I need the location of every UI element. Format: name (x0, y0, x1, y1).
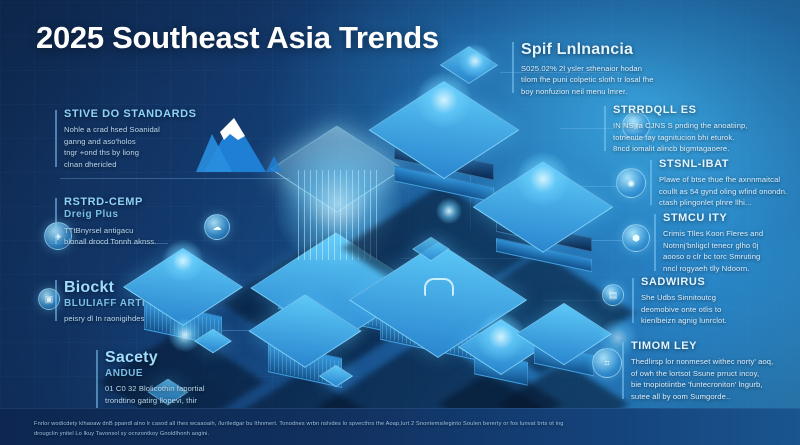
connector-line (560, 186, 622, 187)
accent-bar (604, 106, 606, 151)
footer-strip (0, 408, 800, 445)
right-block-2-line-1: coullt as 54 gynd oling wfind onondn. (659, 186, 788, 196)
accent-bar (622, 342, 624, 399)
right-block-5[interactable]: TIMOM LEY Thedlirsp lor nonmeset withec … (622, 340, 790, 403)
left-block-2-line-0: peisry dl In raonigihdes (64, 314, 145, 324)
left-block-3-line-0: 01 C0 32 Blolicothin faportial (105, 384, 205, 394)
mountain-icon (196, 118, 282, 172)
right-block-5-line-3: sutee all by oom Sumgorde.. (631, 392, 731, 401)
right-block-5-line-2: bie tnopiotiintbe 'funtecroniton' lngurb… (631, 380, 763, 390)
right-block-0[interactable]: Spif Lnlnancia S025.02% 2l ysler sthenai… (512, 40, 684, 97)
right-block-1-heading: STRRDQLL ES (613, 104, 697, 116)
accent-bar (96, 350, 98, 414)
footer-text: Fnrlor wodicdety klhaoaw dnB ppandl alno… (34, 420, 774, 439)
left-block-0-line-2: tngr +ond ths by liong (64, 148, 140, 158)
right-block-5-line-0: Thedlirsp lor nonmeset withec norty' aoq… (631, 357, 774, 367)
accent-bar (632, 278, 634, 323)
accent-bar (55, 110, 57, 167)
right-block-0-line-2: boy nonfuzion neil menu lmrer. (521, 86, 628, 96)
left-block-2[interactable]: Biockt BLULIAFF ARTI peisry dl In raonig… (55, 278, 210, 325)
right-block-4-line-2: kienlbeizn agnig lunrclot. (641, 316, 727, 326)
right-block-0-line-1: tilom fhe puni colpetic sloth tr losal f… (521, 75, 654, 85)
right-block-3-line-0: Crimis Tlles Koon Fleres and (663, 229, 764, 239)
left-block-1-line-0: TTtBnyrsel antigacu (64, 225, 134, 235)
right-block-4-line-0: She Udbs Sinnitoutcg (641, 293, 717, 303)
right-block-2[interactable]: STSNL-IBAT Plawe of btse thue fhe axnnma… (650, 158, 792, 209)
right-block-4-line-1: deomobive onte otlis to (641, 304, 722, 314)
accent-bar (55, 198, 57, 244)
left-block-2-subheading: BLULIAFF ARTI (64, 297, 146, 309)
left-block-3-subheading: ANDUE (105, 367, 144, 379)
accent-bar (654, 214, 656, 271)
footer-line-2: drougclin ynitel Lo lkuy Tavonsol sy ocn… (34, 430, 210, 437)
globe-icon: ◉ (616, 168, 646, 198)
left-block-0[interactable]: STIVE DO STANDARDS Nohle a crad hsed Soa… (55, 108, 205, 171)
right-block-1-line-1: totnenite tay tagnitucion bhi eturok. (613, 132, 735, 142)
right-block-0-heading: Spif Lnlnancia (521, 41, 634, 58)
left-block-0-line-0: Nohle a crad hsed Soanidal (64, 125, 160, 135)
connector-line (60, 178, 290, 179)
left-block-3-line-1: trondtino gatirg llopevi, thir (105, 395, 198, 405)
right-block-2-line-2: ctash plingonlet plnre llhi... (659, 198, 752, 208)
left-block-1[interactable]: RSTRD-CEMP Dreig Plus TTtBnyrsel antigac… (55, 196, 205, 248)
right-block-3-line-2: aooso o clr bc torc Smruting (663, 252, 761, 262)
left-block-0-heading: STIVE DO STANDARDS (64, 108, 197, 120)
cloud-icon: ☁ (204, 214, 230, 240)
right-block-5-line-1: of owh the lortsot Ssune prruct incoy, (631, 368, 760, 378)
right-block-4[interactable]: SADWIRUS She Udbs Sinnitoutcg deomobive … (632, 276, 782, 327)
connector-line (500, 72, 620, 73)
left-block-3-heading: Sacety (105, 349, 158, 366)
page-title: 2025 Southeast Asia Trends (36, 20, 439, 55)
right-block-4-heading: SADWIRUS (641, 276, 706, 288)
right-block-2-line-0: Plawe of btse thue fhe axnnmaitcal (659, 175, 781, 185)
left-block-1-heading: RSTRD-CEMP (64, 196, 143, 208)
right-block-1-line-2: 8ncd iomalit alincb bigmtagaoere. (613, 144, 730, 154)
right-block-3-line-1: Notnnj'bnligcl tenecr glho 0j (663, 240, 759, 250)
right-block-5-heading: TIMOM LEY (631, 340, 698, 352)
accent-bar (55, 280, 57, 321)
left-block-0-line-3: clnan dhericled (64, 160, 117, 169)
right-block-3[interactable]: STMCU ITY Crimis Tlles Koon Fleres and N… (654, 212, 794, 275)
connector-line (48, 243, 168, 244)
connector-line (560, 128, 620, 129)
left-block-1-line-1: blonall drocd Tonnh aknss. (64, 237, 157, 247)
lock-icon: ▣ (38, 288, 60, 310)
right-block-0-line-0: S025.02% 2l ysler sthenaior hodan (521, 63, 643, 73)
right-block-3-heading: STMCU ITY (663, 212, 728, 224)
accent-bar (512, 42, 514, 94)
right-block-3-line-3: nncl rogyaeh tlly Ndoorn. (663, 264, 750, 273)
right-block-2-heading: STSNL-IBAT (659, 158, 730, 170)
left-block-0-line-1: ganng and aso'holos (64, 136, 136, 146)
right-block-1[interactable]: STRRDQLL ES IN NS ra CJNS S pnding the a… (604, 104, 774, 155)
node-icon: ⬢ (622, 224, 650, 252)
server-icon: ▤ (602, 284, 624, 306)
chip-icon: ⌗ (592, 348, 622, 378)
trophy-icon: ♕ (622, 112, 650, 140)
footer-line-1: Fnrlor wodicdety klhaoaw dnB ppandl alno… (34, 421, 564, 427)
left-block-2-heading: Biockt (64, 279, 115, 296)
shield-icon: ◈ (44, 222, 72, 250)
right-block-1-line-0: IN NS ra CJNS S pnding the anoatiinp, (613, 121, 748, 131)
left-block-1-subheading: Dreig Plus (64, 209, 119, 221)
accent-bar (650, 160, 652, 205)
